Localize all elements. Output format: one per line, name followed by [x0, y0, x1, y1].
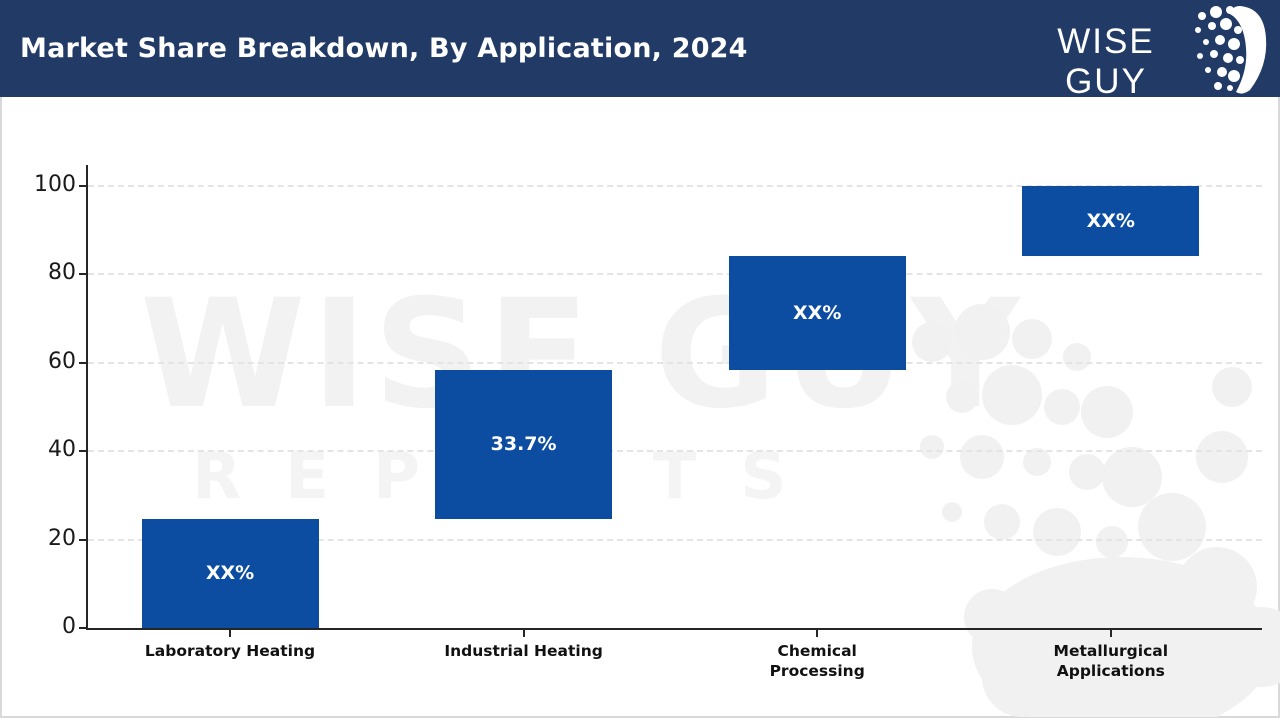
bar-chemical-processing: XX% [728, 255, 906, 370]
y-tick-label: 100 [34, 172, 76, 197]
y-tick [79, 185, 87, 187]
logo: WISE GUY REPORTS [1012, 0, 1267, 118]
y-tick-label: 40 [48, 437, 76, 463]
bar-value-label: 33.7% [490, 433, 557, 456]
gridline [88, 361, 1262, 364]
y-tick [79, 538, 87, 541]
gridline [88, 273, 1262, 276]
y-tick [79, 273, 87, 276]
y-axis [86, 165, 88, 630]
logo-face-icon [1195, 6, 1267, 94]
bar-industrial-heating: 33.7% [435, 369, 613, 519]
x-tick [229, 630, 231, 637]
x-category-label: Industrial Heating [444, 642, 603, 660]
x-tick [1109, 630, 1112, 637]
logo-wordmark: WISE GUY [1057, 22, 1155, 101]
x-tick [522, 630, 525, 637]
gridline [88, 538, 1262, 541]
watermark-face-icon [912, 304, 1280, 717]
x-category-label: Laboratory Heating [144, 642, 316, 660]
x-category-label: Chemical Processing [769, 642, 865, 681]
gridline [88, 185, 1262, 187]
page-title: Market Share Breakdown, By Application, … [20, 33, 748, 64]
gridline [88, 450, 1262, 453]
x-tick [816, 630, 819, 637]
header-bar: Market Share Breakdown, By Application, … [0, 0, 1280, 118]
y-tick-label: 80 [48, 260, 76, 286]
bar-value-label: XX% [1086, 209, 1135, 232]
bar-value-label: XX% [793, 301, 842, 324]
bar-metallurgical-applications: XX% [1022, 186, 1200, 256]
y-tick-label: 60 [48, 348, 76, 374]
y-tick [79, 361, 87, 364]
y-tick-label: 20 [48, 525, 76, 551]
bar-laboratory-heating: XX% [141, 518, 319, 628]
x-axis [86, 628, 1262, 630]
y-tick-label: 0 [62, 614, 76, 639]
y-tick [79, 450, 87, 453]
bar-value-label: XX% [205, 562, 255, 585]
x-category-label: Metallurgical Applications [1053, 642, 1169, 681]
y-tick [79, 627, 87, 629]
